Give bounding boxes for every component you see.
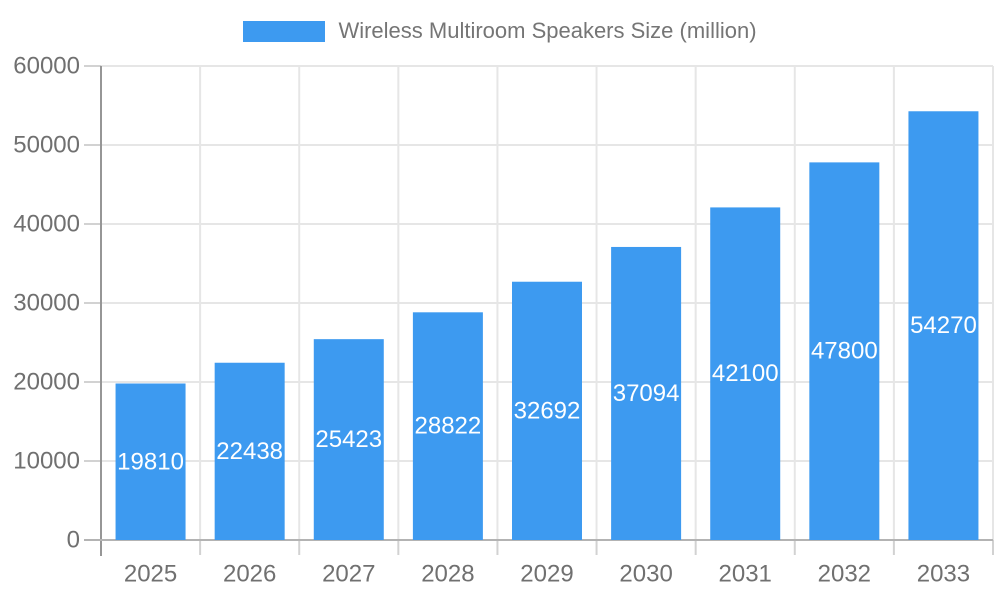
- legend[interactable]: Wireless Multiroom Speakers Size (millio…: [0, 18, 1000, 44]
- y-axis-label: 20000: [13, 369, 80, 396]
- y-axis-label: 50000: [13, 132, 80, 159]
- bar-value-label: 22438: [216, 438, 283, 465]
- x-axis-label: 2031: [719, 561, 772, 588]
- x-axis-label: 2027: [322, 561, 375, 588]
- bar-2025[interactable]: [115, 383, 186, 540]
- y-axis-label: 60000: [13, 53, 80, 80]
- x-axis-label: 2033: [917, 561, 970, 588]
- legend-swatch: [243, 20, 326, 42]
- x-axis-label: 2032: [818, 561, 871, 588]
- bar-value-label: 19810: [117, 448, 184, 475]
- bar-value-label: 54270: [910, 312, 977, 339]
- bar-value-label: 37094: [613, 380, 680, 407]
- y-axis-label: 0: [67, 527, 80, 554]
- bar-2033[interactable]: [908, 111, 979, 540]
- x-axis-label: 2028: [421, 561, 474, 588]
- x-axis-label: 2026: [223, 561, 276, 588]
- bar-value-label: 28822: [415, 413, 482, 440]
- bar-value-label: 42100: [712, 360, 779, 387]
- bar-2030[interactable]: [611, 246, 682, 540]
- x-axis-label: 2025: [124, 561, 177, 588]
- bar-value-label: 32692: [514, 397, 581, 424]
- bar-2027[interactable]: [313, 339, 384, 540]
- x-axis-label: 2029: [520, 561, 573, 588]
- y-axis-label: 40000: [13, 211, 80, 238]
- bar-value-label: 25423: [315, 426, 382, 453]
- bar-2031[interactable]: [710, 207, 781, 540]
- x-axis-label: 2030: [619, 561, 672, 588]
- bar-2032[interactable]: [809, 162, 880, 540]
- bar-2026[interactable]: [214, 362, 285, 540]
- bar-value-label: 47800: [811, 338, 878, 365]
- bar-2028[interactable]: [412, 312, 483, 540]
- bar-2029[interactable]: [512, 281, 582, 540]
- legend-label: Wireless Multiroom Speakers Size (millio…: [338, 18, 757, 43]
- y-axis-label: 30000: [13, 290, 80, 317]
- y-axis-label: 10000: [13, 448, 80, 475]
